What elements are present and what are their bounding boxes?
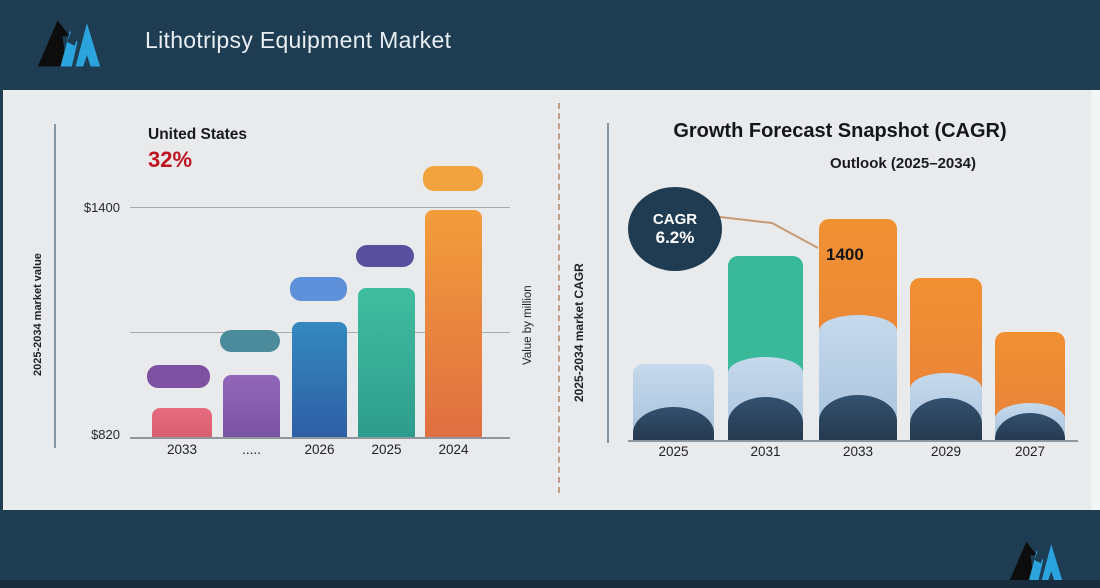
bar-data-label-1400: 1400: [826, 245, 864, 264]
footer-band: @ All Market Analysis Snapshot GlobalLit…: [0, 510, 1100, 588]
right-x-axis: [628, 440, 1078, 442]
left-bar-2024: [425, 210, 482, 437]
right-y-axis-label: 2025-2034 market CAGR: [572, 263, 586, 402]
left-x-label-.....: .....: [242, 442, 261, 457]
right-bar-2029: [910, 278, 982, 440]
value-note-label: Value by million: [522, 285, 534, 366]
body-left-edge: [0, 90, 3, 510]
left-x-label-2026: 2026: [304, 442, 335, 457]
right-chart-title: Growth Forecast Snapshot (CAGR): [673, 120, 1007, 142]
left-chart-title: United States: [148, 126, 248, 143]
right-bar-2027: [995, 332, 1065, 440]
page-title: Lithotripsy Equipment Market: [145, 27, 452, 53]
panel-divider: [558, 103, 560, 493]
right-bar-2031: [728, 256, 803, 440]
right-y-axis: [607, 123, 609, 443]
right-x-label-2033: 2033: [842, 444, 874, 459]
left-y-axis: [54, 124, 56, 448]
left-bar-2026: [292, 322, 347, 437]
left-x-label-2033: 2033: [166, 442, 198, 457]
right-bar-base-segment-2031: [728, 397, 803, 440]
left-x-label-2024: 2024: [438, 442, 469, 457]
body-right-edge: [1091, 90, 1100, 510]
left-bar-cap-2026: [290, 277, 347, 301]
left-bar-cap-.....: [220, 330, 280, 352]
left-bar-2033: [152, 408, 212, 437]
right-x-label-2027: 2027: [1014, 444, 1046, 459]
footer-bottom-edge: [0, 580, 1100, 588]
right-bar-2025: [633, 364, 714, 440]
footer-ama-logo-icon: [1009, 541, 1063, 581]
left-chart-highlight-value: 32%: [148, 147, 193, 172]
right-x-label-2031: 2031: [750, 444, 781, 459]
left-x-label-2025: 2025: [371, 442, 402, 457]
left-bar-.....: [223, 375, 280, 437]
right-bar-base-segment-2033: [819, 395, 897, 440]
cagr-annotation-label: CAGR: [652, 210, 698, 228]
ama-logo-icon: [37, 20, 101, 67]
right-x-label-2029: 2029: [930, 444, 962, 459]
cagr-annotation-bubble: CAGR 6.2%: [628, 187, 722, 271]
header-band: Lithotripsy Equipment Market: [0, 0, 1100, 90]
left-y-tick-0: $1400: [83, 200, 120, 215]
left-bar-2025: [358, 288, 415, 437]
left-bar-cap-2025: [356, 245, 414, 267]
cagr-annotation-value: 6.2%: [655, 227, 695, 247]
left-bar-cap-2033: [147, 365, 210, 388]
right-chart-subtitle: Outlook (2025–2034): [830, 155, 976, 172]
left-bar-cap-2024: [423, 166, 483, 191]
right-bar-base-segment-2029: [910, 398, 982, 440]
left-y-axis-label: 2025-2034 market value: [32, 253, 44, 376]
left-x-axis: [130, 437, 510, 439]
left-gridline-0: [130, 207, 510, 208]
left-y-tick-1: $820: [91, 427, 120, 442]
right-bar-2033: [819, 219, 897, 440]
right-x-label-2025: 2025: [658, 444, 689, 459]
